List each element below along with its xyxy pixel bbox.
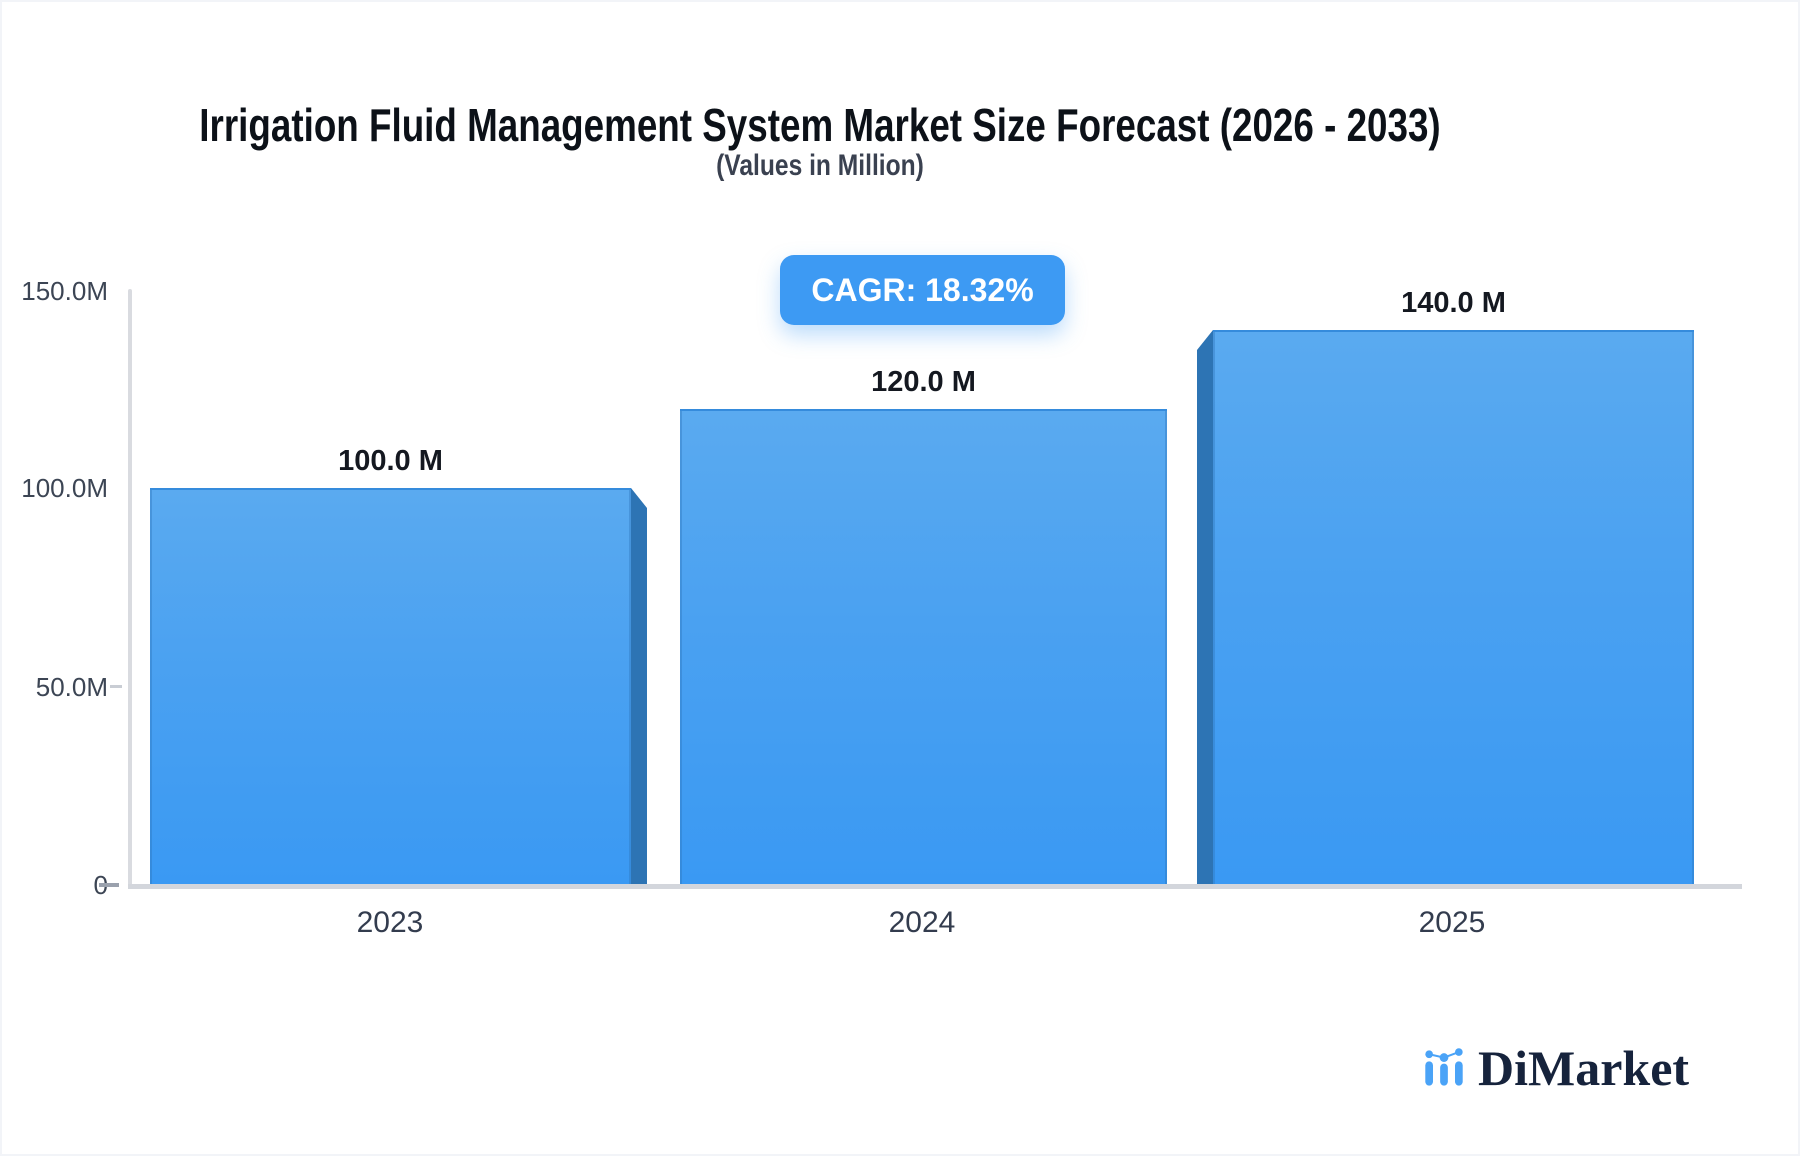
bar-group-2023: 100.0 M xyxy=(150,445,647,884)
bar-2025[interactable] xyxy=(1213,330,1694,884)
bar-value-label-2024: 120.0 M xyxy=(871,366,976,398)
y-tick-label-150: 150.0M xyxy=(21,276,108,306)
chart-subtitle: (Values in Million) xyxy=(716,149,924,182)
y-tick-mark-0 xyxy=(99,883,119,887)
bar-group-2024: 120.0 M xyxy=(680,366,1167,884)
bar-3d-side-left xyxy=(1197,330,1213,884)
y-tick-label-100: 100.0M xyxy=(21,473,108,503)
brand-name: DiMarket xyxy=(1478,1040,1690,1096)
x-tick-label-2025: 2025 xyxy=(1418,906,1486,939)
bar-2024[interactable] xyxy=(680,409,1167,884)
bar-2023[interactable] xyxy=(150,488,631,884)
bar-chart-icon xyxy=(1425,1048,1463,1086)
bar-value-label-2023: 100.0 M xyxy=(338,445,443,477)
y-tick-label-50: 50.0M xyxy=(35,672,108,702)
brand-logo: DiMarket xyxy=(1422,1040,1689,1096)
bar-group-2025: 140.0 M xyxy=(1197,287,1694,884)
x-tick-label-2023: 2023 xyxy=(356,906,424,939)
y-tick-mark-50 xyxy=(110,685,122,688)
chart-title: Irrigation Fluid Management System Marke… xyxy=(199,99,1441,151)
y-axis-line xyxy=(128,289,132,886)
x-axis-line xyxy=(128,884,1742,889)
cagr-badge: CAGR: 18.32% xyxy=(780,255,1065,325)
y-tick-label-0: 0 xyxy=(8,872,108,899)
bar-3d-side-right xyxy=(631,488,647,884)
x-tick-label-2024: 2024 xyxy=(888,906,956,939)
bar-value-label-2025: 140.0 M xyxy=(1401,287,1506,319)
